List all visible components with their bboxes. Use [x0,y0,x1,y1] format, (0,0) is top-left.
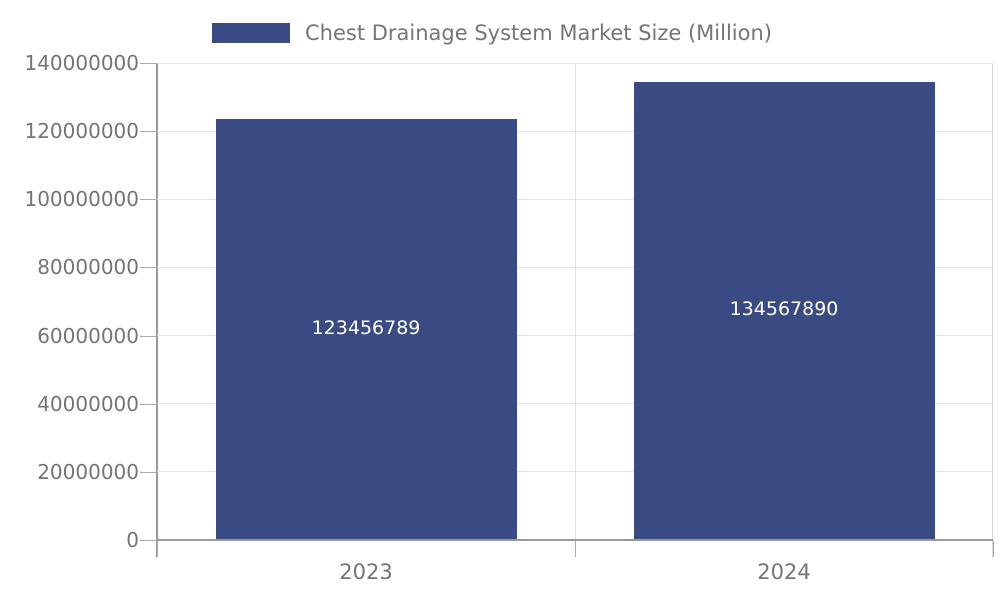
y-tick-label: 140000000 [24,51,139,75]
x-tick-label: 2024 [757,560,811,584]
y-tick-label: 40000000 [37,391,139,416]
y-tick-mark [140,335,157,337]
y-tick-mark [140,540,157,541]
y-tick-mark [140,267,157,269]
chart-title: Chest Drainage System Market Size (Milli… [305,21,772,45]
gridline-vertical [574,63,576,540]
y-tick-mark [140,131,157,133]
chart-legend[interactable]: Chest Drainage System Market Size (Milli… [212,13,772,53]
y-tick-label: 80000000 [37,255,139,280]
x-tick-label: 2023 [339,560,393,584]
y-tick-mark [140,199,157,201]
plot-right-border [992,63,993,557]
y-tick-label: 60000000 [37,323,139,348]
y-tick-mark [140,471,157,473]
x-tick-mark [575,541,576,557]
y-tick-label: 0 [126,528,139,552]
x-tick-mark [157,541,158,557]
y-tick-mark [140,63,157,64]
x-axis-line [157,539,993,541]
y-tick-label: 120000000 [24,119,139,144]
y-axis-line [156,63,158,557]
bar-value-label: 134567890 [729,297,839,320]
y-tick-label: 20000000 [37,459,139,484]
plot-area: 123456789 134567890 [157,62,993,540]
y-tick-label: 100000000 [24,187,139,212]
x-tick-mark [993,541,994,557]
bar: 123456789 [215,119,517,540]
bar: 134567890 [633,81,935,540]
legend-swatch [212,23,290,43]
y-tick-mark [140,403,157,405]
bar-value-label: 123456789 [311,316,421,339]
